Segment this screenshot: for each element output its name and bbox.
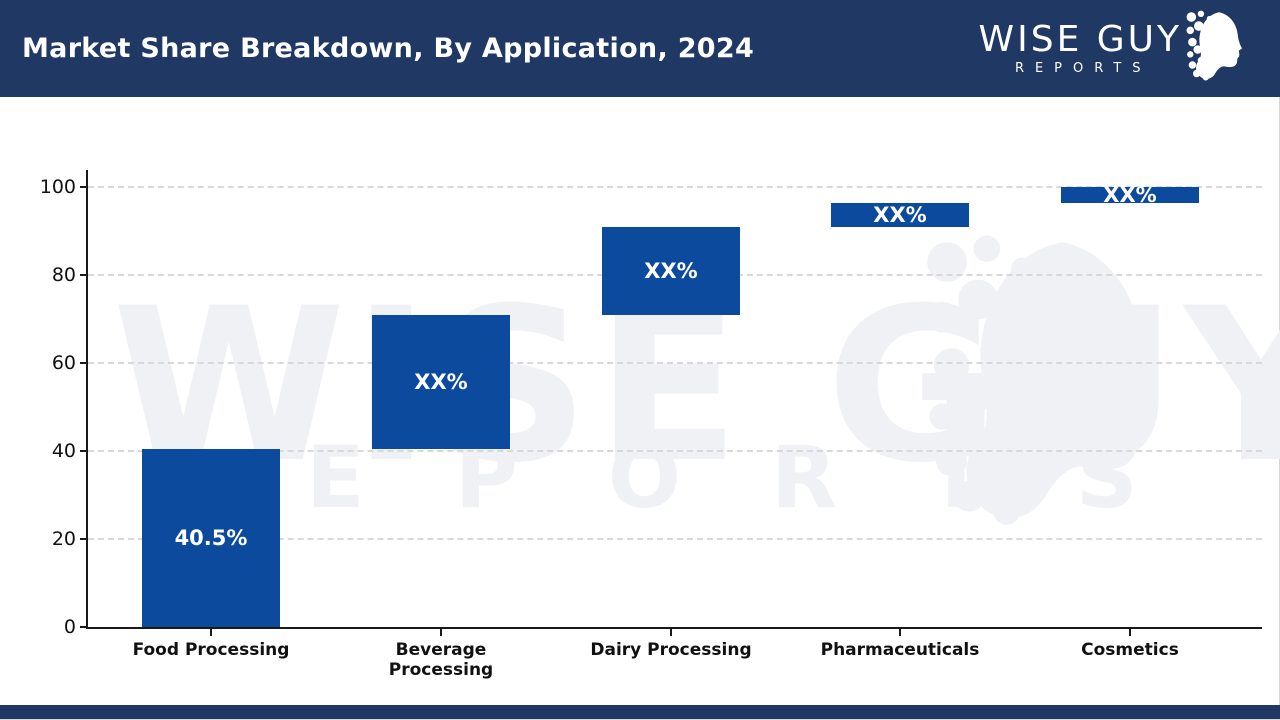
y-axis-tick (80, 274, 88, 276)
bar-value-label: XX% (414, 369, 468, 394)
gridline (88, 186, 1262, 188)
x-axis-label-dairy-processing: Dairy Processing (590, 640, 752, 660)
x-axis-tick (670, 628, 672, 636)
bar-dairy-processing: XX% (602, 226, 740, 315)
bar-pharmaceuticals: XX% (831, 202, 969, 227)
header-bar: Market Share Breakdown, By Application, … (0, 0, 1280, 97)
y-axis-tick (80, 450, 88, 452)
x-axis-line (86, 627, 1262, 629)
footer-bar (0, 705, 1280, 719)
y-axis-tick (80, 538, 88, 540)
y-axis-tick-label: 40 (51, 440, 76, 462)
bar-value-label: 40.5% (174, 525, 248, 550)
gridline (88, 362, 1262, 364)
page-title: Market Share Breakdown, By Application, … (22, 33, 755, 64)
logo-text: WISE GUY REPORTS (978, 18, 1183, 76)
x-axis-tick (899, 628, 901, 636)
logo-subtitle: REPORTS (1014, 60, 1152, 76)
x-axis-tick (1129, 628, 1131, 636)
bar-beverage-processing: XX% (372, 314, 510, 449)
y-axis-tick (80, 186, 88, 188)
x-axis-label-food-processing: Food Processing (132, 640, 290, 660)
x-axis-label-cosmetics: Cosmetics (1081, 640, 1179, 660)
bar-value-label: XX% (873, 202, 927, 227)
x-axis-label-pharmaceuticals: Pharmaceuticals (820, 640, 980, 660)
bar-food-processing: 40.5% (142, 448, 280, 627)
y-axis-tick-label: 80 (51, 264, 76, 286)
bar-value-label: XX% (644, 258, 698, 283)
watermark-subtitle: R E P O R T S (150, 428, 1168, 528)
logo-wordmark: WISE GUY (978, 18, 1182, 60)
y-axis-tick-label: 60 (51, 352, 76, 374)
y-axis-line (86, 170, 88, 629)
x-axis-label-beverage-processing: Beverage Processing (388, 640, 494, 681)
wise-guy-logo: WISE GUY REPORTS (979, 9, 1251, 89)
gridline (88, 538, 1262, 540)
y-axis-tick-label: 20 (51, 528, 76, 550)
gridline (88, 450, 1262, 452)
bar-value-label: XX% (1103, 183, 1157, 208)
x-axis-tick (210, 628, 212, 636)
y-axis-tick-label: 100 (39, 176, 76, 198)
x-axis-tick (440, 628, 442, 636)
y-axis-tick (80, 362, 88, 364)
bar-cosmetics: XX% (1061, 183, 1199, 207)
head-silhouette-icon (1186, 10, 1242, 80)
y-axis-tick (80, 626, 88, 628)
y-axis-tick-label: 0 (63, 616, 76, 638)
